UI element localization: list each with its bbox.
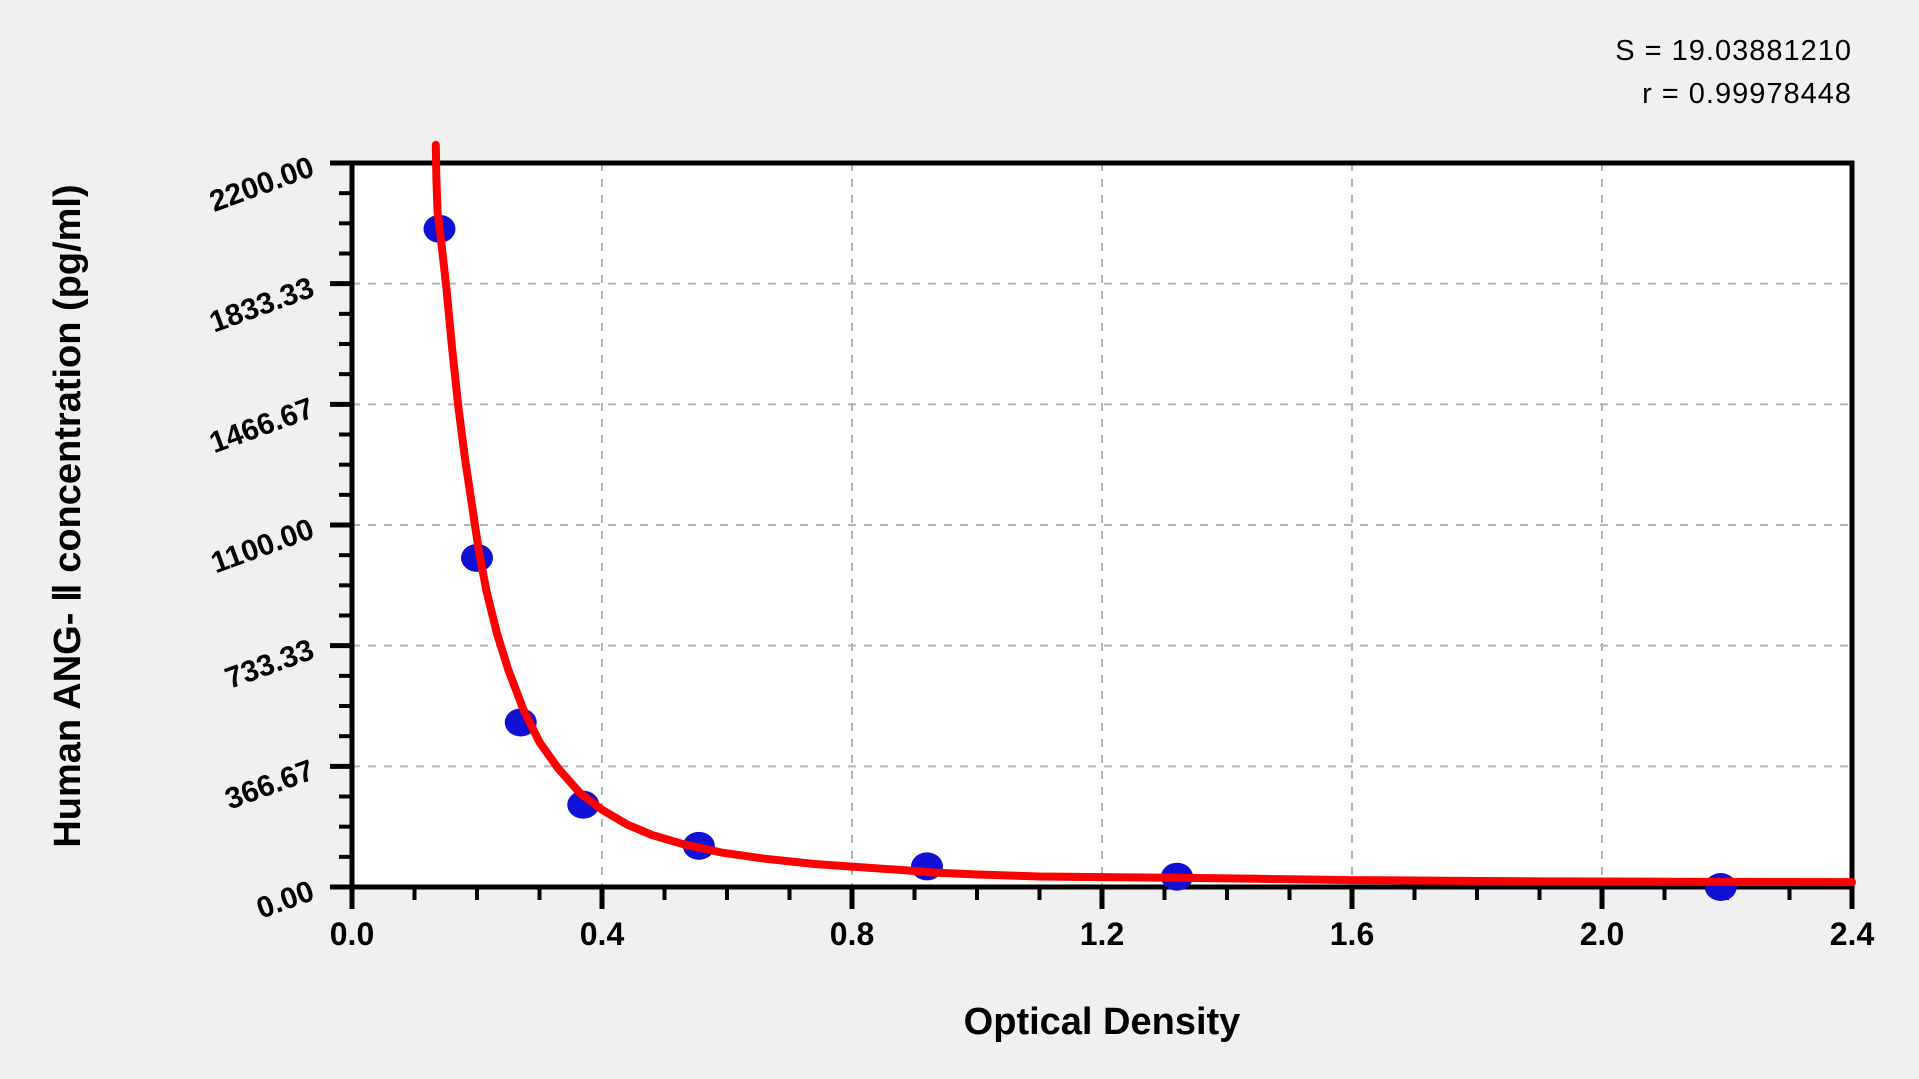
x-tick-label: 0.8	[830, 916, 874, 952]
fitted-curve	[431, 140, 1856, 887]
y-tick-label: 1466.67	[205, 392, 318, 460]
fit-stats: S = 19.03881210 r = 0.99978448	[1615, 30, 1852, 116]
data-point	[1704, 873, 1737, 901]
x-tick-label: 0.0	[330, 916, 374, 952]
x-tick-label: 2.0	[1580, 916, 1624, 952]
y-axis-title: Human ANG- Ⅱ concentration (pg/ml)	[47, 184, 89, 848]
y-tick-label: 2200.00	[205, 151, 318, 219]
x-axis-title: Optical Density	[963, 1001, 1241, 1043]
x-tick-label: 1.2	[1080, 916, 1124, 952]
fit-stat-r: r = 0.99978448	[1642, 78, 1852, 110]
y-tick-label: 1100.00	[207, 513, 319, 581]
y-tick-label: 366.67	[221, 754, 319, 816]
y-tick-label: 733.33	[221, 633, 319, 695]
x-tick-label: 0.4	[580, 916, 625, 952]
x-tick-label: 1.6	[1330, 916, 1374, 952]
x-tick-label: 2.4	[1830, 916, 1875, 952]
fit-stat-s: S = 19.03881210	[1615, 35, 1852, 67]
y-tick-label: 0.00	[252, 875, 318, 926]
y-tick-label: 1833.33	[205, 271, 318, 339]
